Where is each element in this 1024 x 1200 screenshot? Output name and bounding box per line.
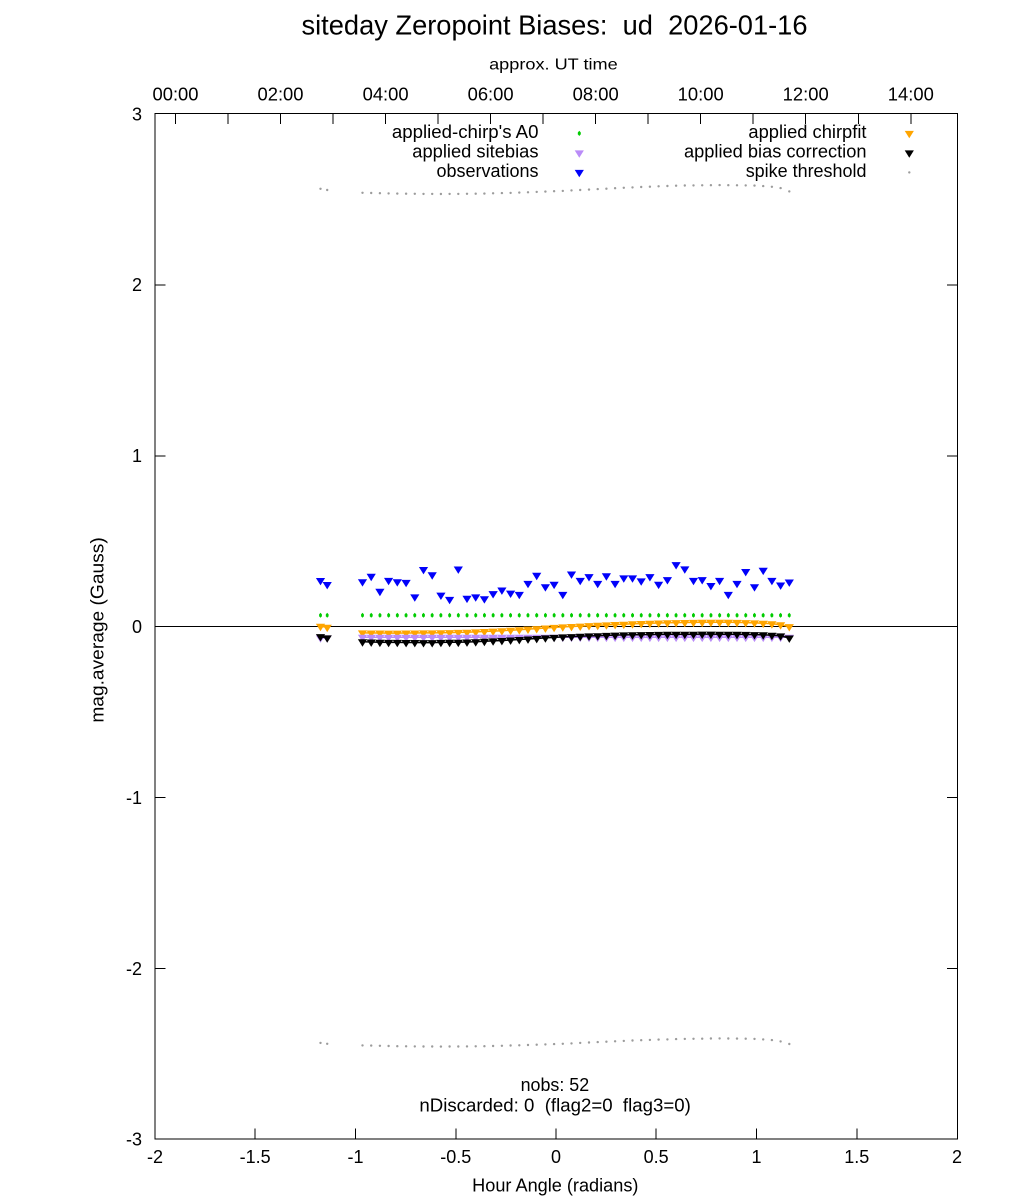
svg-text:approx. UT time: approx. UT time (489, 57, 618, 74)
svg-text:1: 1 (132, 446, 142, 466)
svg-text:observations: observations (437, 161, 539, 181)
svg-text:3: 3 (132, 104, 142, 124)
svg-text:-1.5: -1.5 (240, 1147, 271, 1167)
svg-text:2: 2 (132, 275, 142, 295)
svg-text:applied chirpfit: applied chirpfit (748, 122, 866, 142)
svg-text:nobs: 52: nobs: 52 (521, 1075, 590, 1095)
svg-text:mag.average (Gauss): mag.average (Gauss) (88, 537, 108, 722)
svg-text:04:00: 04:00 (363, 84, 409, 104)
svg-text:Hour Angle (radians): Hour Angle (radians) (472, 1175, 638, 1195)
svg-text:14:00: 14:00 (888, 84, 934, 104)
svg-text:spike threshold: spike threshold (746, 161, 867, 181)
svg-text:1.5: 1.5 (844, 1147, 869, 1167)
svg-text:0: 0 (551, 1147, 561, 1167)
svg-text:applied bias correction: applied bias correction (684, 141, 867, 161)
svg-text:08:00: 08:00 (573, 84, 619, 104)
svg-text:1: 1 (751, 1147, 761, 1167)
svg-text:nDiscarded: 0 (flag2=0 flag3: nDiscarded: 0 (flag2=0 flag3=0) (419, 1096, 690, 1116)
svg-text:applied sitebias: applied sitebias (412, 141, 538, 161)
svg-text:-3: -3 (126, 1130, 142, 1150)
svg-text:00:00: 00:00 (153, 84, 199, 104)
svg-text:-0.5: -0.5 (440, 1147, 471, 1167)
svg-text:applied-chirp's A0: applied-chirp's A0 (392, 122, 539, 142)
svg-text:-2: -2 (147, 1147, 163, 1167)
svg-text:12:00: 12:00 (783, 84, 829, 104)
svg-text:0.5: 0.5 (644, 1147, 669, 1167)
svg-text:06:00: 06:00 (468, 84, 514, 104)
svg-text:10:00: 10:00 (678, 84, 724, 104)
svg-text:0: 0 (132, 617, 142, 637)
svg-text:-1: -1 (347, 1147, 363, 1167)
svg-text:02:00: 02:00 (258, 84, 304, 104)
svg-text:siteday Zeropoint Biases: ud: siteday Zeropoint Biases: ud 2026-01-16 (302, 10, 808, 41)
svg-text:-1: -1 (126, 788, 142, 808)
svg-text:2: 2 (952, 1147, 962, 1167)
svg-text:-2: -2 (126, 959, 142, 979)
